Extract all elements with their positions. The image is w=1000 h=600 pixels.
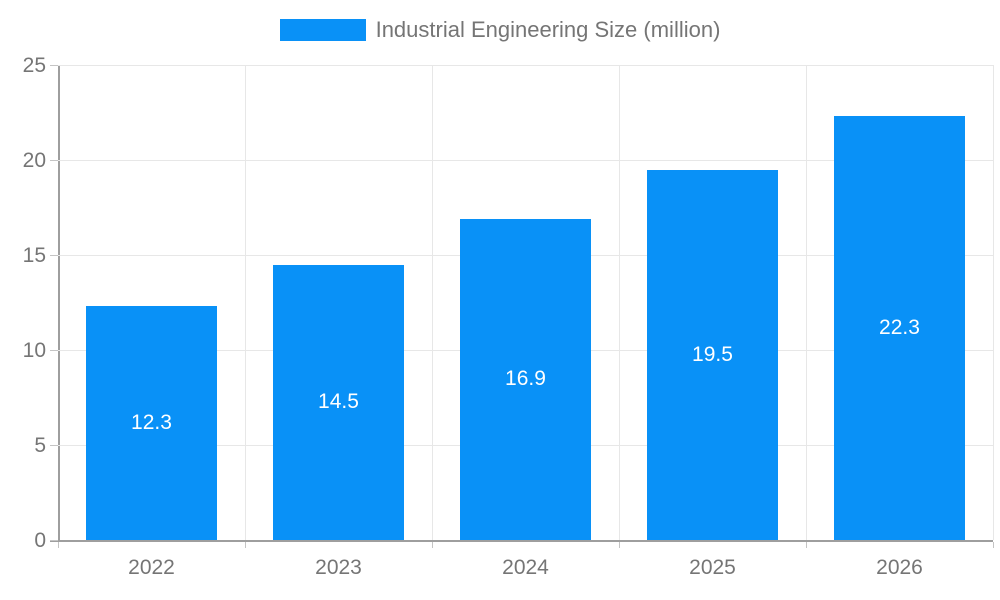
h-gridline: [58, 64, 993, 66]
x-tick-label: 2026: [876, 556, 923, 579]
h-gridline: [58, 159, 993, 161]
y-tick-mark: [50, 444, 58, 446]
x-axis-line: [50, 540, 993, 542]
y-tick-mark: [50, 159, 58, 161]
bar[interactable]: 22.3: [834, 116, 965, 540]
x-tick-label: 2025: [689, 556, 736, 579]
x-tick-label: 2024: [502, 556, 549, 579]
v-gridline: [992, 65, 994, 540]
y-axis-line: [58, 65, 60, 540]
y-tick-mark: [50, 254, 58, 256]
legend-swatch-icon: [279, 19, 366, 41]
bar[interactable]: 19.5: [647, 169, 778, 540]
legend-label: Industrial Engineering Size (million): [375, 17, 721, 42]
bar[interactable]: 16.9: [460, 218, 591, 540]
v-gridline: [805, 65, 807, 540]
x-tick-mark: [618, 542, 620, 548]
y-tick-label: 20: [22, 148, 46, 172]
y-tick-label: 0: [34, 528, 46, 552]
bar-value-label: 14.5: [318, 390, 359, 414]
y-tick-label: 25: [22, 53, 46, 77]
x-tick-mark: [992, 542, 994, 548]
bar[interactable]: 14.5: [273, 264, 404, 540]
x-tick-mark: [244, 542, 246, 548]
legend[interactable]: Industrial Engineering Size (million): [0, 17, 1000, 43]
y-tick-mark: [50, 64, 58, 66]
bar-value-label: 12.3: [131, 411, 172, 435]
plot-area: 12.3 14.5 16.9 19.5 22.3: [50, 64, 994, 548]
v-gridline: [431, 65, 433, 540]
x-tick-mark: [805, 542, 807, 548]
bar-value-label: 16.9: [505, 367, 546, 391]
bar[interactable]: 12.3: [86, 306, 217, 540]
y-tick-label: 5: [34, 433, 46, 457]
x-tick-label: 2023: [315, 556, 362, 579]
bar-value-label: 19.5: [692, 342, 733, 366]
y-tick-label: 15: [22, 243, 46, 267]
bar-value-label: 22.3: [879, 316, 920, 340]
y-tick-label: 10: [22, 338, 46, 362]
x-tick-mark: [57, 542, 59, 548]
v-gridline: [618, 65, 620, 540]
x-tick-mark: [431, 542, 433, 548]
y-tick-mark: [50, 539, 58, 541]
x-tick-label: 2022: [128, 556, 175, 579]
y-tick-mark: [50, 349, 58, 351]
v-gridline: [244, 65, 246, 540]
